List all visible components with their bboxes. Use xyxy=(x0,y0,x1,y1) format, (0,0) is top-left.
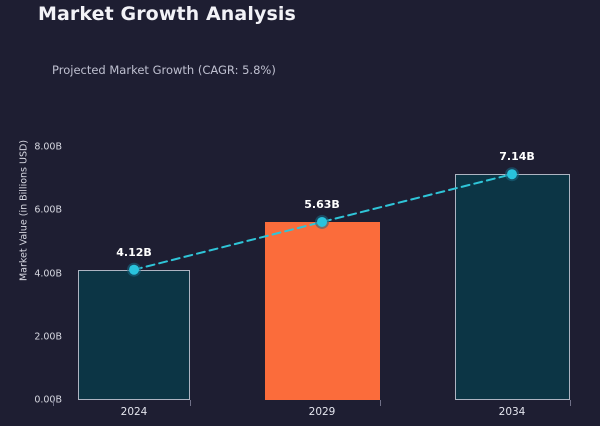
x-tick-mark xyxy=(380,400,381,406)
y-tick-label: 0.00B xyxy=(34,394,62,406)
bar-2034[interactable] xyxy=(454,174,570,400)
x-tick-label-2029: 2029 xyxy=(308,406,336,418)
value-label-2024: 4.12B xyxy=(116,245,152,259)
value-label-2029: 5.63B xyxy=(304,197,340,211)
y-tick-label: 2.00B xyxy=(34,331,62,343)
bar-2029[interactable] xyxy=(264,221,380,400)
x-tick-mark xyxy=(190,400,191,406)
value-label-2034: 7.14B xyxy=(499,150,535,164)
y-axis-ticks: 8.00B 6.00B 4.00B 2.00B 0.00B xyxy=(0,0,62,426)
y-tick-label: 4.00B xyxy=(34,268,62,279)
x-tick-mark xyxy=(53,400,54,406)
x-tick-label-2034: 2034 xyxy=(498,406,526,418)
chart-subtitle: Projected Market Growth (CAGR: 5.8%) xyxy=(52,63,276,77)
bar-2024[interactable] xyxy=(78,269,190,400)
x-tick-mark xyxy=(570,400,571,406)
y-tick-label: 8.00B xyxy=(34,141,62,153)
y-tick-label: 6.00B xyxy=(34,204,62,216)
x-tick-label-2024: 2024 xyxy=(120,406,148,418)
chart-title: Market Growth Analysis xyxy=(38,3,296,25)
